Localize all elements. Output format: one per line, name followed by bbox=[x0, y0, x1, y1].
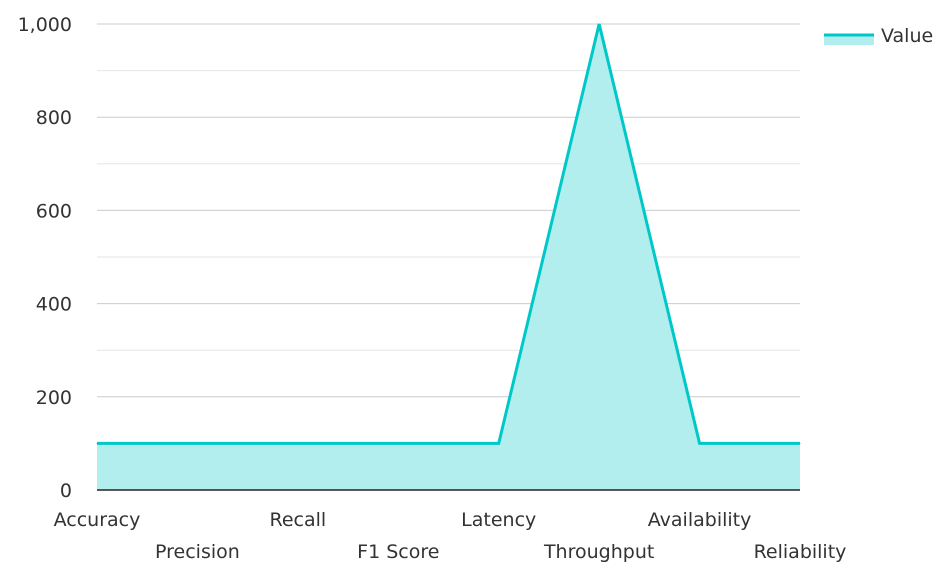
grid-lines bbox=[97, 23, 800, 444]
y-tick-label: 1,000 bbox=[18, 14, 72, 36]
x-tick-label: F1 Score bbox=[357, 541, 439, 563]
y-tick-label: 400 bbox=[36, 294, 72, 316]
y-axis-tick-labels: 0 200 400 600 800 1,000 bbox=[18, 14, 72, 502]
data-point-precision[interactable] bbox=[196, 442, 198, 444]
x-tick-label: Recall bbox=[270, 509, 327, 531]
x-tick-label: Latency bbox=[461, 509, 536, 531]
x-tick-label: Throughput bbox=[543, 541, 654, 563]
legend-swatch-fill bbox=[824, 35, 874, 45]
x-tick-label: Reliability bbox=[754, 541, 847, 563]
x-tick-label: Accuracy bbox=[54, 509, 141, 531]
legend-label-value: Value bbox=[881, 25, 933, 47]
data-point-availability[interactable] bbox=[699, 442, 701, 444]
y-tick-label: 600 bbox=[36, 200, 72, 222]
y-tick-label: 0 bbox=[60, 480, 72, 502]
x-axis-tick-labels: Accuracy Precision Recall F1 Score Latency Th… bbox=[54, 509, 847, 563]
series-line-value bbox=[97, 23, 800, 445]
y-tick-label: 200 bbox=[36, 387, 72, 409]
series-layer bbox=[96, 23, 801, 490]
data-point-recall[interactable] bbox=[297, 442, 299, 444]
data-point-latency[interactable] bbox=[498, 442, 500, 444]
data-point-accuracy[interactable] bbox=[96, 442, 98, 444]
y-tick-label: 800 bbox=[36, 107, 72, 129]
legend[interactable]: Value bbox=[824, 25, 933, 47]
x-tick-label: Availability bbox=[648, 509, 752, 531]
data-point-f1-score[interactable] bbox=[397, 442, 399, 444]
area-fill-value bbox=[97, 24, 800, 490]
data-point-reliability[interactable] bbox=[799, 442, 801, 444]
x-tick-label: Precision bbox=[155, 541, 240, 563]
data-point-throughput[interactable] bbox=[598, 23, 600, 25]
